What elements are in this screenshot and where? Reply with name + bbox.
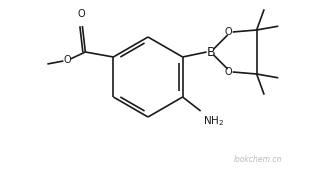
Text: NH$_2$: NH$_2$ [203,114,224,128]
Text: O: O [225,67,232,77]
Text: O: O [225,27,232,37]
Text: lookchem.cn: lookchem.cn [234,155,282,165]
Text: O: O [78,9,85,19]
Text: B: B [206,46,215,58]
Text: O: O [63,55,71,65]
